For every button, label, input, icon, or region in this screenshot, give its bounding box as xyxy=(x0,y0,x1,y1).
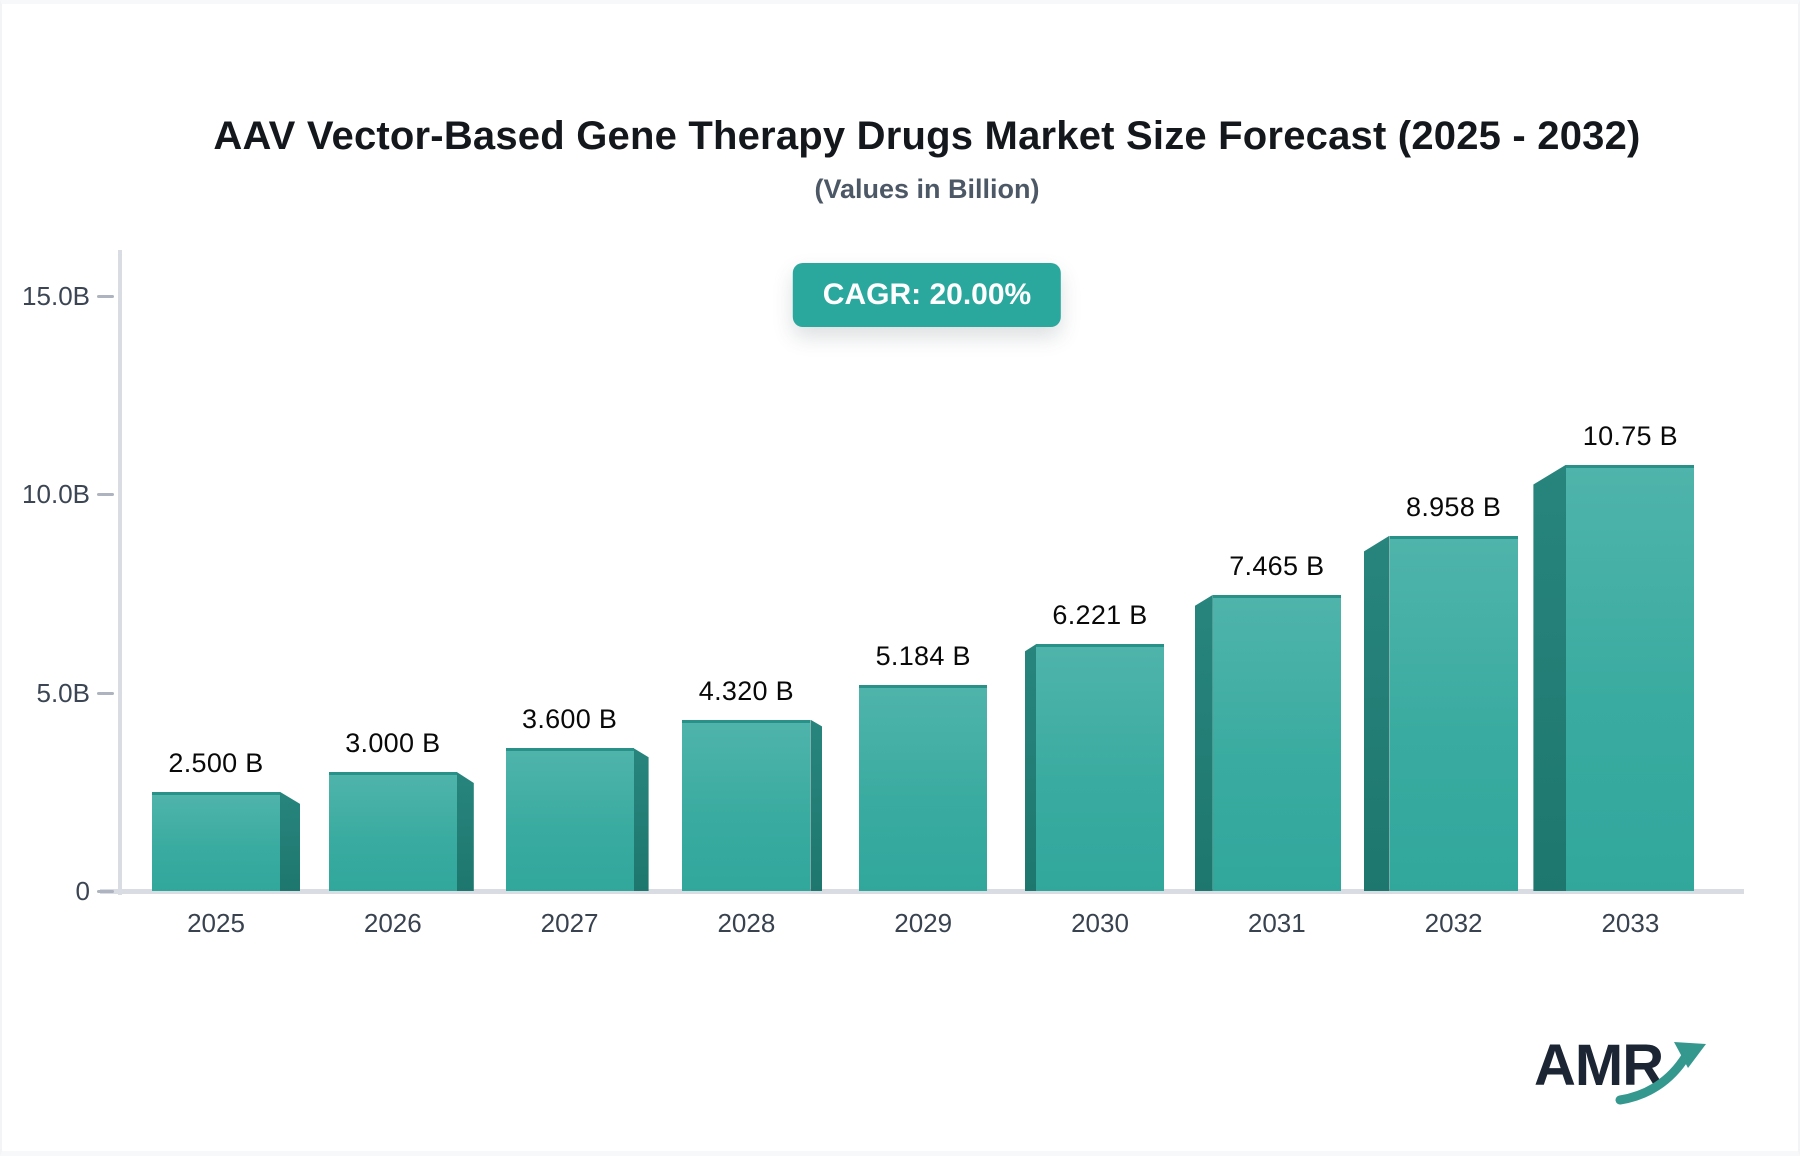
x-axis-tick-label: 2031 xyxy=(1247,908,1306,938)
bar-value-label: 4.320 B xyxy=(698,675,794,706)
bar-value-label: 7.465 B xyxy=(1229,550,1325,581)
y-axis-tick-mark xyxy=(97,294,114,298)
x-axis-tick-label: 2028 xyxy=(717,908,776,938)
amr-logo-text: AMR xyxy=(1534,1033,1664,1098)
x-axis-tick-label: 2025 xyxy=(187,908,245,938)
bar-side-face xyxy=(1194,594,1213,891)
bar-2026 xyxy=(328,771,457,891)
cagr-badge: CAGR: 20.00% xyxy=(792,263,1062,327)
bar-chart-plot-area: 0 5.0B 10.0B 15.0B 2.500 B 2025 3.000 B 2026 3.6… xyxy=(2,4,1798,1151)
x-axis-line xyxy=(100,889,1744,894)
y-axis-tick-mark xyxy=(97,691,114,695)
x-axis-tick-label: 2030 xyxy=(1071,908,1129,938)
bar-side-face xyxy=(633,748,649,891)
chart-subtitle: (Values in Billion) xyxy=(814,174,1040,204)
bar-2033 xyxy=(1566,464,1695,891)
y-axis-tick-label: 5.0B xyxy=(36,677,91,708)
bar-2028 xyxy=(682,719,811,891)
bar-value-label: 6.221 B xyxy=(1052,600,1148,631)
bar-side-face xyxy=(280,791,300,891)
bar-value-label: 3.000 B xyxy=(345,727,441,758)
bar-side-face xyxy=(1533,464,1567,891)
y-axis-tick-label: 0 xyxy=(75,876,90,906)
y-axis-tick-mark xyxy=(97,890,114,893)
bar-side-face xyxy=(456,771,474,891)
bar-2031 xyxy=(1212,594,1341,891)
y-axis-tick-label: 10.0B xyxy=(22,479,90,510)
y-axis-line xyxy=(118,250,122,895)
x-axis-tick-label: 2032 xyxy=(1424,908,1483,938)
bar-2030 xyxy=(1036,644,1164,891)
x-axis-tick-label: 2033 xyxy=(1601,908,1660,938)
bar-side-face xyxy=(1363,535,1390,891)
x-axis-tick-label: 2029 xyxy=(894,908,953,938)
x-axis-tick-label: 2026 xyxy=(363,908,422,938)
bar-value-label: 3.600 B xyxy=(522,704,618,735)
y-axis-tick-label: 15.0B xyxy=(22,280,90,311)
chart-title: AAV Vector-Based Gene Therapy Drugs Mark… xyxy=(213,114,1641,158)
bar-value-label: 5.184 B xyxy=(875,641,971,672)
bar-2029 xyxy=(859,685,988,891)
trend-arrow-icon xyxy=(1615,1042,1706,1105)
bar-side-face xyxy=(1025,644,1036,891)
y-axis-tick-mark xyxy=(97,493,114,497)
x-axis-tick-label: 2027 xyxy=(540,908,599,938)
bar-value-label: 10.75 B xyxy=(1582,420,1678,451)
bar-side-face xyxy=(810,719,823,891)
amr-logo: AMR xyxy=(1534,1032,1714,1122)
bar-value-label: 2.500 B xyxy=(168,747,264,778)
bar-2027 xyxy=(505,748,634,891)
bar-value-label: 8.958 B xyxy=(1406,491,1502,522)
bar-2032 xyxy=(1389,535,1518,891)
bar-2025 xyxy=(152,791,280,891)
